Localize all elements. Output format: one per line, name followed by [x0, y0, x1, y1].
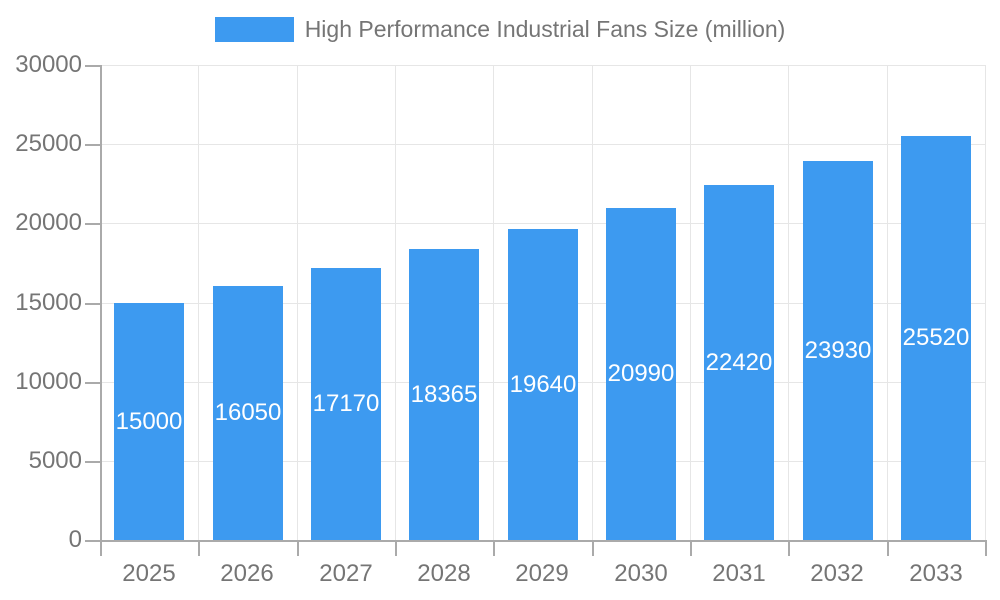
- v-gridline: [395, 65, 396, 540]
- y-axis-tick: [85, 65, 100, 67]
- x-axis-tick: [985, 540, 987, 556]
- y-axis-tick-label: 20000: [15, 209, 82, 236]
- y-axis-tick-label: 5000: [28, 447, 82, 474]
- v-gridline: [690, 65, 691, 540]
- bar-value-label: 15000: [115, 407, 183, 435]
- bar[interactable]: 23930: [803, 161, 873, 540]
- bar-value-label: 17170: [312, 390, 380, 417]
- x-axis-tick-label: 2030: [614, 560, 668, 587]
- x-axis-tick: [690, 540, 692, 556]
- bar[interactable]: 19640: [508, 229, 578, 540]
- x-axis-tick: [592, 540, 594, 556]
- legend-label[interactable]: High Performance Industrial Fans Size (m…: [304, 16, 786, 42]
- y-axis-tick-label: 15000: [15, 289, 82, 316]
- bar[interactable]: 22420: [704, 185, 774, 540]
- bar[interactable]: 18365: [409, 249, 479, 540]
- y-axis-tick: [85, 303, 100, 305]
- x-axis-tick-label: 2029: [515, 560, 569, 587]
- bar[interactable]: 25520: [901, 136, 971, 540]
- x-axis-tick: [788, 540, 790, 556]
- chart-legend[interactable]: High Performance Industrial Fans Size (m…: [0, 17, 1000, 42]
- x-axis-tick-label: 2025: [122, 560, 176, 587]
- bar-value-label: 16050: [214, 399, 282, 426]
- y-axis-tick-label: 25000: [15, 130, 82, 157]
- bar[interactable]: 16050: [213, 286, 283, 540]
- y-axis-tick: [85, 461, 100, 463]
- bar-value-label: 22420: [705, 348, 773, 376]
- x-axis-tick-label: 2028: [417, 560, 471, 587]
- bar[interactable]: 17170: [311, 268, 381, 540]
- y-axis-line: [100, 65, 102, 541]
- v-gridline: [985, 65, 986, 540]
- bar[interactable]: 15000: [114, 303, 184, 540]
- v-gridline: [297, 65, 298, 540]
- y-axis-tick: [85, 144, 100, 146]
- x-axis-tick: [395, 540, 397, 556]
- y-axis-tick-label: 10000: [15, 368, 82, 395]
- y-axis-tick: [85, 223, 100, 225]
- y-axis-tick-label: 0: [68, 526, 82, 553]
- v-gridline: [592, 65, 593, 540]
- bar-value-label: 25520: [902, 324, 970, 351]
- legend-swatch[interactable]: [214, 17, 294, 42]
- x-axis-tick: [198, 540, 200, 556]
- y-axis-tick: [85, 382, 100, 384]
- x-axis-tick-label: 2026: [220, 560, 274, 587]
- x-axis-line: [85, 540, 985, 542]
- bar-value-label: 23930: [804, 336, 872, 364]
- v-gridline: [493, 65, 494, 540]
- y-axis-tick-label: 30000: [15, 51, 82, 78]
- x-axis-tick: [297, 540, 299, 556]
- v-gridline: [198, 65, 199, 540]
- bar-value-label: 19640: [509, 370, 577, 398]
- h-gridline: [100, 65, 985, 66]
- x-axis-tick: [100, 540, 102, 556]
- v-gridline: [887, 65, 888, 540]
- x-axis-tick: [493, 540, 495, 556]
- h-gridline: [100, 144, 985, 145]
- bar-value-label: 20990: [607, 360, 675, 387]
- x-axis-tick: [887, 540, 889, 556]
- bar[interactable]: 20990: [606, 208, 676, 540]
- v-gridline: [788, 65, 789, 540]
- bar-value-label: 18365: [410, 380, 478, 408]
- x-axis-tick-label: 2033: [909, 560, 963, 587]
- x-axis-tick-label: 2032: [810, 560, 864, 587]
- x-axis-tick-label: 2027: [319, 560, 373, 587]
- x-axis-tick-label: 2031: [712, 560, 766, 587]
